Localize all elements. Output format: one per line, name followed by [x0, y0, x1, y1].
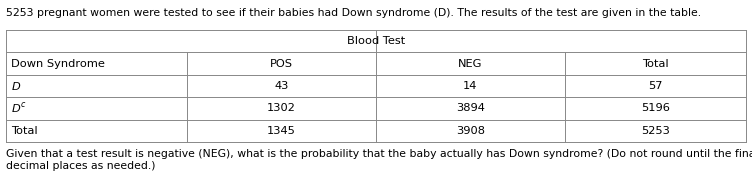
Text: 1345: 1345: [267, 126, 296, 136]
Text: 3894: 3894: [456, 103, 485, 113]
Text: 14: 14: [463, 81, 478, 91]
Text: 5196: 5196: [641, 103, 670, 113]
Text: $c$: $c$: [20, 100, 26, 109]
Text: Blood Test: Blood Test: [347, 36, 405, 46]
Text: Total: Total: [642, 59, 669, 69]
Text: 57: 57: [648, 81, 663, 91]
Text: POS: POS: [270, 59, 293, 69]
Text: 43: 43: [274, 81, 289, 91]
Text: decimal places as needed.): decimal places as needed.): [6, 161, 156, 171]
Text: 1302: 1302: [267, 103, 296, 113]
Text: Down Syndrome: Down Syndrome: [11, 59, 105, 69]
Text: NEG: NEG: [458, 59, 483, 69]
Text: 3908: 3908: [456, 126, 485, 136]
Text: $D$: $D$: [11, 102, 21, 114]
Text: 5253 pregnant women were tested to see if their babies had Down syndrome (D). Th: 5253 pregnant women were tested to see i…: [6, 8, 701, 18]
Text: Given that a test result is negative (NEG), what is the probability that the bab: Given that a test result is negative (NE…: [6, 149, 752, 159]
Text: $D$: $D$: [11, 80, 21, 92]
Text: 5253: 5253: [641, 126, 670, 136]
Text: Total: Total: [11, 126, 38, 136]
